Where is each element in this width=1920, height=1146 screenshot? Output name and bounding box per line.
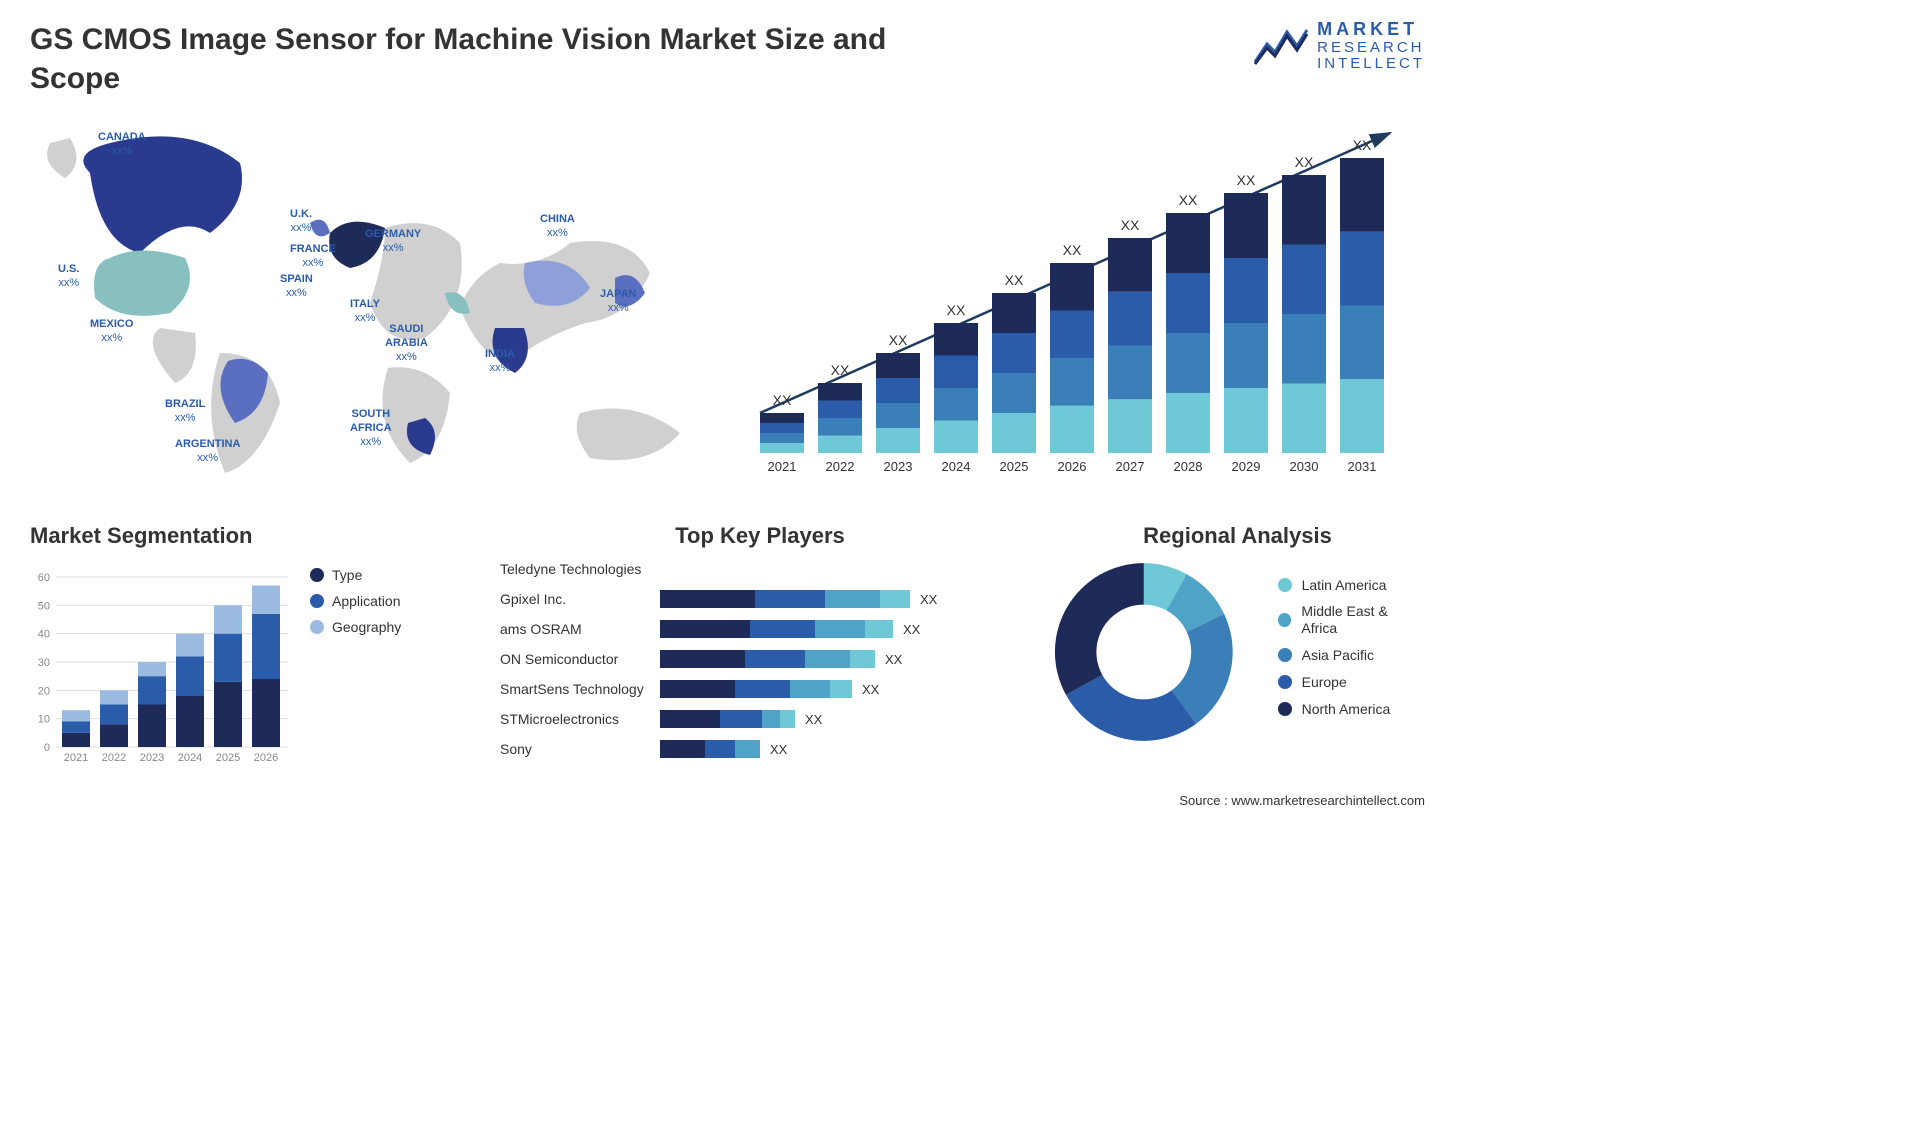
player-row: SmartSens TechnologyXX	[500, 677, 1020, 701]
svg-text:2026: 2026	[254, 752, 278, 764]
legend-item: Middle East & Africa	[1278, 603, 1425, 637]
svg-text:2025: 2025	[216, 752, 240, 764]
svg-text:2030: 2030	[1290, 459, 1319, 474]
map-label: U.K.xx%	[290, 208, 312, 236]
map-label: CANADAxx%	[98, 131, 146, 159]
svg-text:2021: 2021	[64, 752, 88, 764]
svg-text:2025: 2025	[1000, 459, 1029, 474]
svg-text:2023: 2023	[140, 752, 164, 764]
svg-text:XX: XX	[1237, 172, 1256, 188]
region-title: Regional Analysis	[1050, 523, 1425, 549]
svg-text:XX: XX	[947, 302, 966, 318]
legend-item: Latin America	[1278, 577, 1425, 594]
legend-item: Type	[310, 567, 401, 583]
brand-logo: MARKET RESEARCH INTELLECT	[1253, 20, 1425, 73]
map-label: SOUTHAFRICAxx%	[350, 408, 392, 449]
player-row: ON SemiconductorXX	[500, 647, 1020, 671]
svg-text:2028: 2028	[1174, 459, 1203, 474]
segmentation-title: Market Segmentation	[30, 523, 470, 549]
players-title: Top Key Players	[500, 523, 1020, 549]
logo-line3: INTELLECT	[1317, 56, 1425, 73]
svg-text:2024: 2024	[178, 752, 202, 764]
legend-item: Geography	[310, 619, 401, 635]
map-label: ARGENTINAxx%	[175, 438, 240, 466]
map-label: U.S.xx%	[58, 263, 79, 291]
svg-text:XX: XX	[1353, 137, 1372, 153]
map-label: ITALYxx%	[350, 298, 380, 326]
segmentation-panel: Market Segmentation 0 10 20 30 40 50 60 2021 202…	[30, 523, 470, 767]
svg-text:2024: 2024	[942, 459, 971, 474]
world-map-panel: CANADAxx% U.S.xx% MEXICOxx% BRAZILxx% ARGENT…	[30, 113, 720, 503]
player-row: Teledyne Technologies	[500, 557, 1020, 581]
logo-mark-icon	[1253, 22, 1309, 71]
svg-text:2023: 2023	[884, 459, 913, 474]
svg-text:40: 40	[38, 629, 50, 641]
player-row: SonyXX	[500, 737, 1020, 761]
svg-text:XX: XX	[1121, 217, 1140, 233]
svg-text:2027: 2027	[1116, 459, 1145, 474]
svg-text:2029: 2029	[1232, 459, 1261, 474]
map-label: INDIAxx%	[485, 348, 515, 376]
svg-text:XX: XX	[773, 392, 792, 408]
svg-text:0: 0	[44, 742, 50, 754]
source-text: Source : www.marketresearchintellect.com	[1179, 793, 1425, 808]
logo-line1: MARKET	[1317, 20, 1425, 40]
svg-text:2022: 2022	[826, 459, 855, 474]
svg-text:2031: 2031	[1348, 459, 1377, 474]
svg-text:XX: XX	[889, 332, 908, 348]
growth-chart: XX 2021 XX 2022 XX 2023 XX 2024 XX 2025 XX 2026 XX 20…	[750, 113, 1425, 483]
svg-text:10: 10	[38, 714, 50, 726]
svg-text:XX: XX	[1179, 192, 1198, 208]
map-label: CHINAxx%	[540, 213, 575, 241]
map-label: SPAINxx%	[280, 273, 313, 301]
players-panel: Top Key Players Teledyne Technologies Gpi…	[500, 523, 1020, 767]
svg-text:30: 30	[38, 657, 50, 669]
legend-item: Europe	[1278, 674, 1425, 691]
legend-item: Application	[310, 593, 401, 609]
svg-text:60: 60	[38, 572, 50, 584]
player-row: STMicroelectronicsXX	[500, 707, 1020, 731]
map-label: FRANCExx%	[290, 243, 336, 271]
map-label: MEXICOxx%	[90, 318, 133, 346]
map-label: SAUDIARABIAxx%	[385, 323, 428, 364]
svg-text:2026: 2026	[1058, 459, 1087, 474]
map-label: GERMANYxx%	[365, 228, 421, 256]
svg-text:XX: XX	[1063, 242, 1082, 258]
legend-item: Asia Pacific	[1278, 647, 1425, 664]
svg-text:XX: XX	[1005, 272, 1024, 288]
svg-text:2021: 2021	[768, 459, 797, 474]
map-label: BRAZILxx%	[165, 398, 205, 426]
player-row: ams OSRAMXX	[500, 617, 1020, 641]
logo-line2: RESEARCH	[1317, 40, 1425, 57]
legend-item: North America	[1278, 701, 1425, 718]
svg-text:2022: 2022	[102, 752, 126, 764]
svg-text:50: 50	[38, 600, 50, 612]
player-row: Gpixel Inc.XX	[500, 587, 1020, 611]
svg-text:20: 20	[38, 685, 50, 697]
svg-text:XX: XX	[1295, 154, 1314, 170]
svg-text:XX: XX	[831, 362, 850, 378]
map-label: JAPANxx%	[600, 288, 636, 316]
region-panel: Regional Analysis Latin America Middle Ea…	[1050, 523, 1425, 767]
page-title: GS CMOS Image Sensor for Machine Vision …	[30, 20, 930, 98]
